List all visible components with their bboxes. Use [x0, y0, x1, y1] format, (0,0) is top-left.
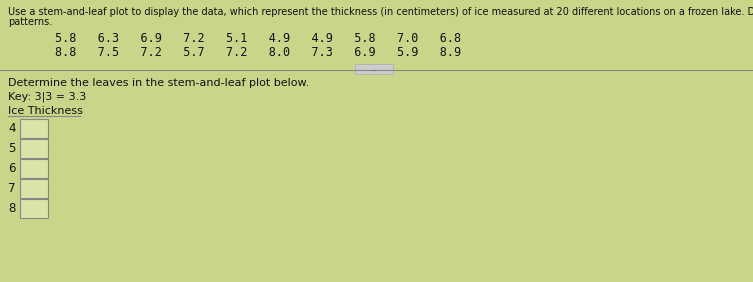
Text: Key: 3|3 = 3.3: Key: 3|3 = 3.3 — [8, 92, 87, 102]
Text: 6: 6 — [8, 162, 16, 175]
Bar — [20, 119, 48, 138]
Text: 8.8   7.5   7.2   5.7   7.2   8.0   7.3   6.9   5.9   8.9: 8.8 7.5 7.2 5.7 7.2 8.0 7.3 6.9 5.9 8.9 — [55, 46, 461, 59]
Text: 8: 8 — [8, 202, 15, 215]
Bar — [20, 199, 48, 218]
Text: Determine the leaves in the stem-and-leaf plot below.: Determine the leaves in the stem-and-lea… — [8, 78, 309, 88]
Bar — [20, 159, 48, 178]
Text: ...: ... — [370, 66, 377, 72]
Text: 5: 5 — [8, 142, 15, 155]
Text: Use a stem-and-leaf plot to display the data, which represent the thickness (in : Use a stem-and-leaf plot to display the … — [8, 7, 753, 17]
Text: 4: 4 — [8, 122, 16, 135]
Bar — [20, 139, 48, 158]
Text: 7: 7 — [8, 182, 16, 195]
Text: 5.8   6.3   6.9   7.2   5.1   4.9   4.9   5.8   7.0   6.8: 5.8 6.3 6.9 7.2 5.1 4.9 4.9 5.8 7.0 6.8 — [55, 32, 461, 45]
Text: Ice Thickness: Ice Thickness — [8, 106, 83, 116]
Text: patterns.: patterns. — [8, 17, 52, 27]
Bar — [20, 179, 48, 198]
Bar — [355, 64, 393, 74]
